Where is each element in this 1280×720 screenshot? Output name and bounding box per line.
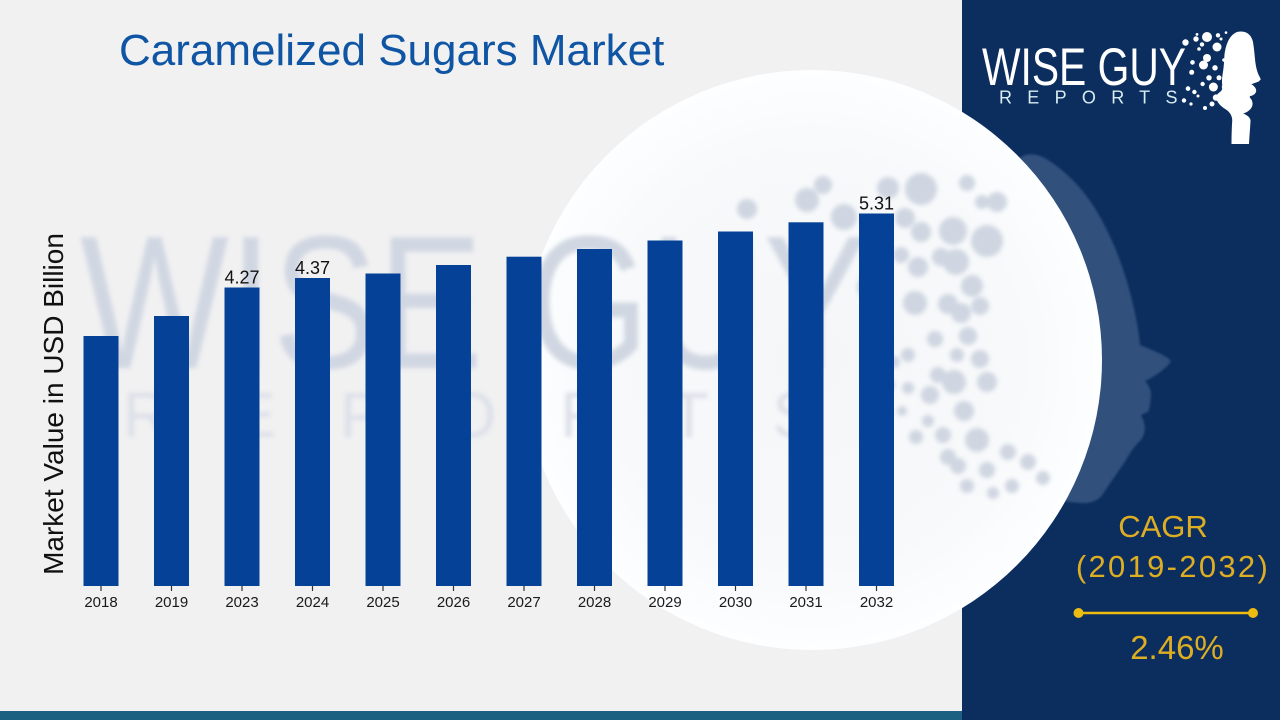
- svg-text:2025: 2025: [366, 594, 399, 611]
- svg-text:2026: 2026: [437, 594, 470, 611]
- svg-text:2027: 2027: [507, 594, 540, 611]
- svg-text:2030: 2030: [719, 594, 752, 611]
- svg-text:2032: 2032: [860, 594, 893, 611]
- svg-text:5.31: 5.31: [859, 194, 894, 214]
- svg-text:REPORTS: REPORTS: [999, 88, 1193, 108]
- svg-text:2018: 2018: [84, 594, 117, 611]
- svg-text:Caramelized Sugars Market: Caramelized Sugars Market: [119, 26, 664, 75]
- svg-text:4.37: 4.37: [295, 258, 330, 278]
- svg-text:2023: 2023: [225, 594, 258, 611]
- svg-text:Market Value in USD Billion: Market Value in USD Billion: [38, 233, 69, 575]
- svg-text:2029: 2029: [648, 594, 681, 611]
- svg-text:(2019-2032): (2019-2032): [1076, 549, 1270, 584]
- svg-text:CAGR: CAGR: [1118, 509, 1208, 544]
- svg-text:2024: 2024: [296, 594, 329, 611]
- svg-text:2031: 2031: [789, 594, 822, 611]
- svg-text:WISE GUY: WISE GUY: [982, 38, 1186, 97]
- svg-text:2028: 2028: [578, 594, 611, 611]
- svg-text:2019: 2019: [155, 594, 188, 611]
- svg-text:2.46%: 2.46%: [1130, 629, 1224, 666]
- svg-text:4.27: 4.27: [224, 268, 259, 288]
